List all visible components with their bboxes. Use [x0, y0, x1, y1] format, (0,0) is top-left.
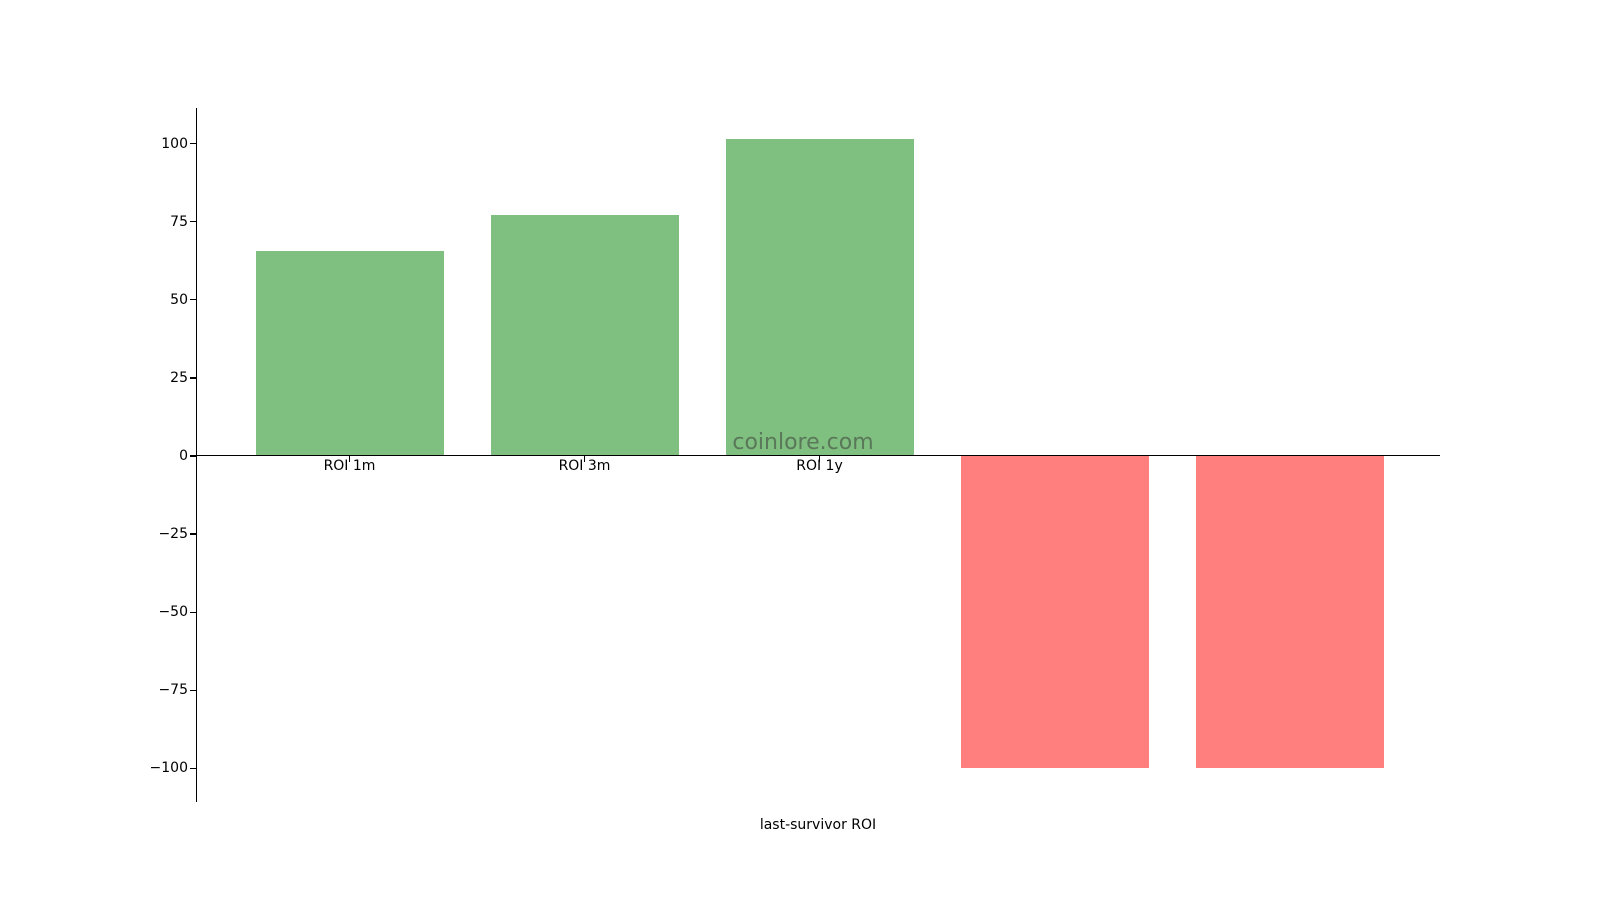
- y-tick: [190, 221, 196, 223]
- x-tick: [348, 456, 351, 462]
- y-tick: [190, 299, 196, 301]
- watermark: coinlore.com: [732, 430, 874, 455]
- y-tick-label: 75: [170, 213, 188, 230]
- y-tick-label: −75: [158, 682, 188, 699]
- y-tick-label: −100: [149, 760, 188, 777]
- y-tick-label: −50: [158, 604, 188, 621]
- bar: [255, 251, 444, 456]
- y-tick: [190, 689, 196, 691]
- y-tick-label: 25: [170, 369, 188, 386]
- x-tick-label: ROI 1y: [796, 458, 843, 474]
- y-tick-label: 0: [179, 448, 188, 464]
- y-tick: [190, 611, 196, 613]
- y-tick-label: 50: [170, 291, 188, 308]
- y-tick: [190, 767, 196, 770]
- x-tick: [583, 456, 586, 462]
- x-tick-label: ROI 3m: [558, 458, 611, 474]
- x-tick-label: ROI 1m: [323, 458, 376, 474]
- bar: [960, 456, 1149, 769]
- bar: [1195, 456, 1384, 769]
- y-tick: [190, 455, 196, 457]
- y-tick: [190, 377, 196, 379]
- y-tick: [190, 142, 196, 145]
- x-tick: [818, 456, 821, 462]
- y-tick: [190, 533, 196, 535]
- y-tick-label: −25: [158, 526, 188, 543]
- bar: [490, 214, 679, 456]
- x-axis-label: last-survivor ROI: [759, 817, 877, 833]
- y-tick-label: 100: [161, 135, 188, 152]
- x-axis-zero-line: [196, 455, 1440, 457]
- bar: [725, 139, 914, 456]
